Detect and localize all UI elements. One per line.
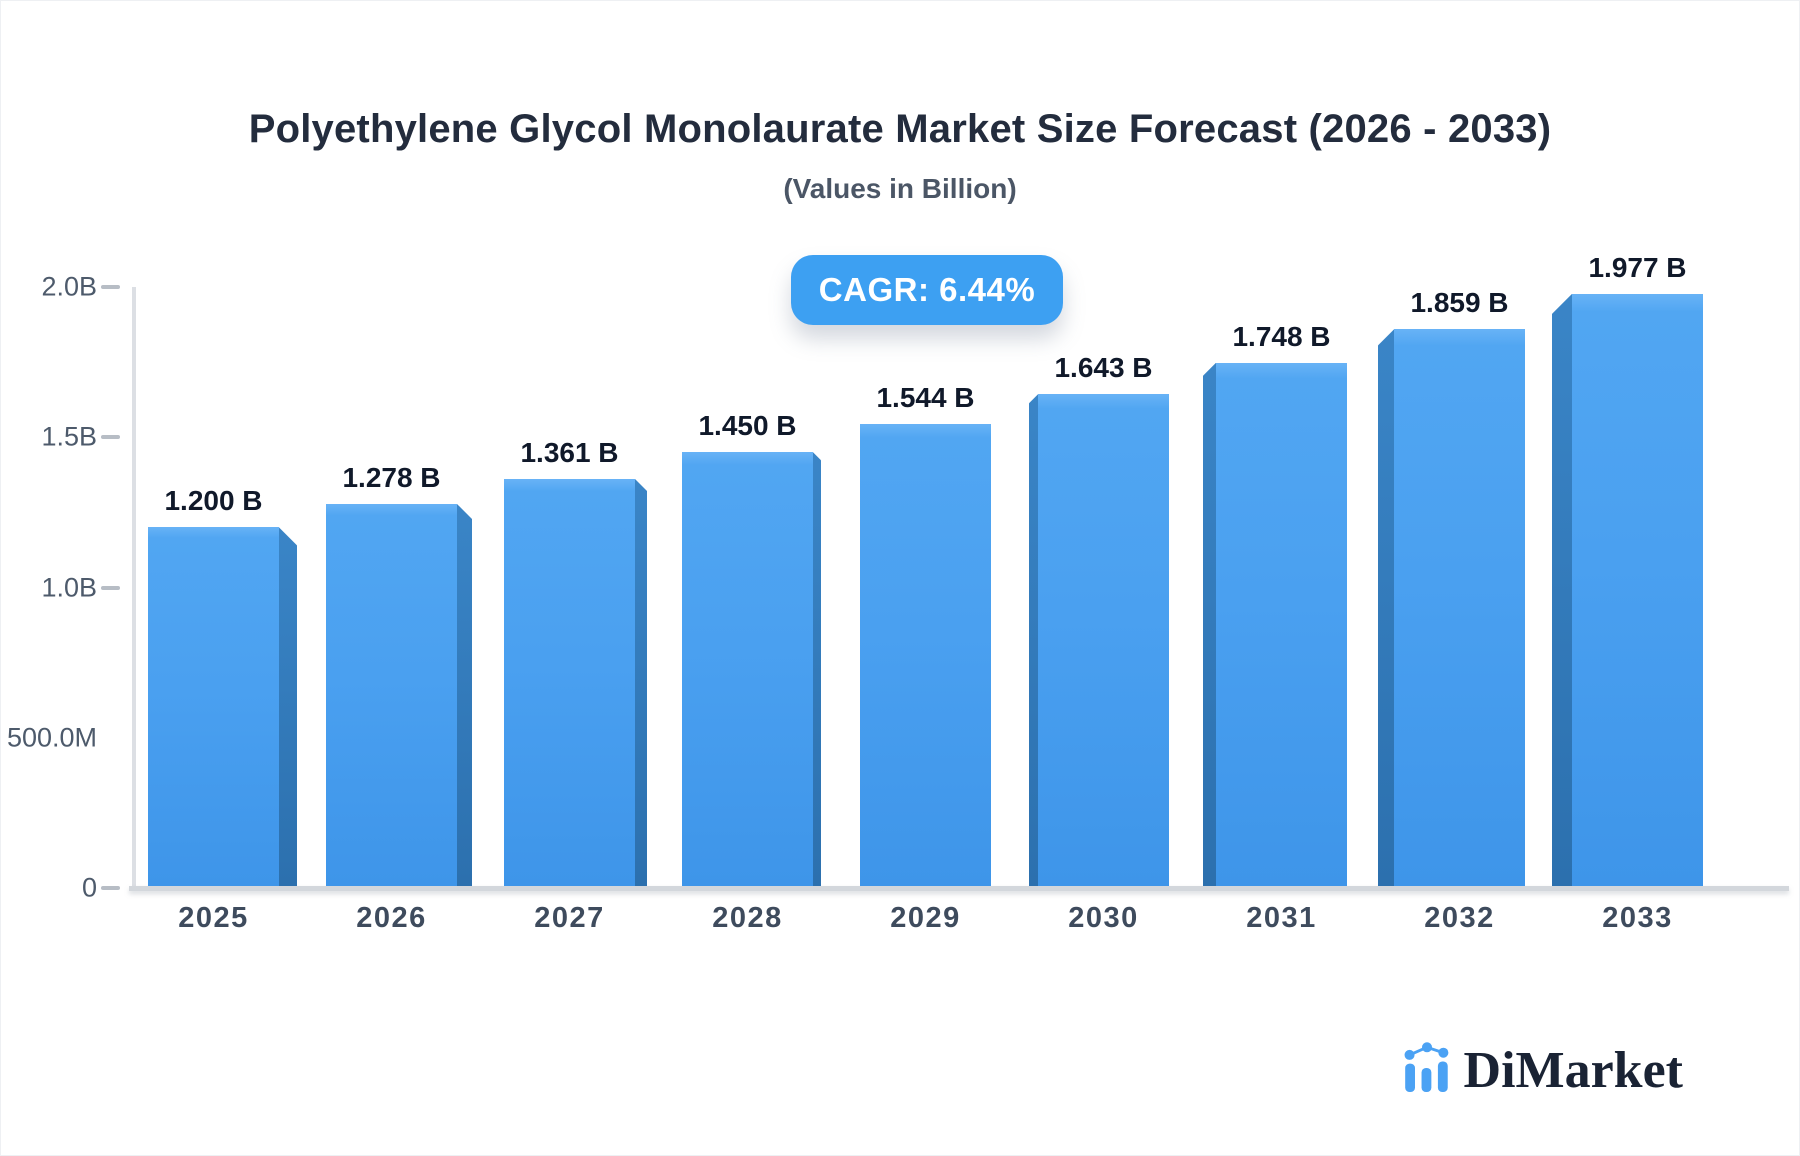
y-tick-mark [101, 585, 120, 590]
cagr-badge-label: CAGR: 6.44% [818, 271, 1036, 308]
bar-value-label-2028: 1.450 B [698, 410, 797, 442]
y-axis-line [132, 287, 136, 888]
bar-3d-side-2028 [813, 452, 821, 886]
y-tick-mark [101, 886, 120, 890]
x-axis-label-2028: 2028 [712, 902, 783, 934]
y-tick-mark [101, 285, 120, 289]
brand-name: DiMarket [1463, 1042, 1683, 1100]
bar-3d-side-2031 [1203, 362, 1216, 886]
bar-2030[interactable] [1038, 394, 1169, 886]
bar-2032[interactable] [1394, 329, 1525, 886]
bar-2025[interactable] [148, 527, 279, 886]
x-axis-baseline [129, 886, 1789, 891]
bar-3d-side-2026 [457, 503, 472, 886]
bar-value-label-2030: 1.643 B [1054, 352, 1153, 384]
x-axis-label-2031: 2031 [1246, 902, 1317, 934]
x-axis-label-2029: 2029 [890, 902, 961, 934]
bar-chart-trend-icon [1404, 1042, 1448, 1092]
bar-value-label-2032: 1.859 B [1410, 287, 1509, 319]
bar-3d-side-2030 [1029, 394, 1038, 886]
bar-value-label-2027: 1.361 B [520, 437, 619, 469]
y-tick-label-500.0M: 500.0M [6, 722, 97, 753]
y-tick-label-1.5B: 1.5B [41, 421, 97, 452]
bar-2027[interactable] [504, 479, 635, 886]
cagr-badge: CAGR: 6.44% [791, 255, 1063, 325]
bar-2028[interactable] [682, 452, 813, 886]
bar-3d-side-2033 [1552, 293, 1572, 886]
bar-value-label-2025: 1.200 B [164, 485, 263, 517]
x-axis-label-2026: 2026 [356, 902, 427, 934]
chart-title: Polyethylene Glycol Monolaurate Market S… [248, 107, 1552, 151]
x-axis-label-2032: 2032 [1424, 902, 1495, 934]
bar-3d-side-2025 [279, 527, 297, 886]
y-tick-label-2.0B: 2.0B [41, 271, 97, 302]
x-axis-label-2033: 2033 [1602, 902, 1673, 934]
x-axis-label-2025: 2025 [178, 902, 249, 934]
bar-2026[interactable] [326, 503, 457, 886]
chart-subtitle: (Values in Billion) [783, 173, 1017, 204]
bar-value-label-2026: 1.278 B [342, 461, 441, 493]
bar-value-label-2031: 1.748 B [1232, 320, 1331, 352]
bar-value-label-2029: 1.544 B [876, 382, 975, 414]
bar-value-label-2033: 1.977 B [1588, 251, 1687, 283]
bar-2029[interactable] [860, 424, 991, 886]
bar-2033[interactable] [1572, 293, 1703, 886]
x-axis-label-2030: 2030 [1068, 902, 1139, 934]
bar-3d-side-2032 [1378, 329, 1394, 886]
x-axis-label-2027: 2027 [534, 902, 605, 934]
bar-2031[interactable] [1216, 362, 1347, 886]
brand-logo: DiMarket [1403, 1041, 1683, 1100]
y-tick-label-0: 0 [81, 872, 97, 903]
y-tick-mark [101, 435, 120, 440]
y-tick-label-1.0B: 1.0B [41, 572, 97, 602]
bar-3d-side-2027 [635, 479, 647, 886]
